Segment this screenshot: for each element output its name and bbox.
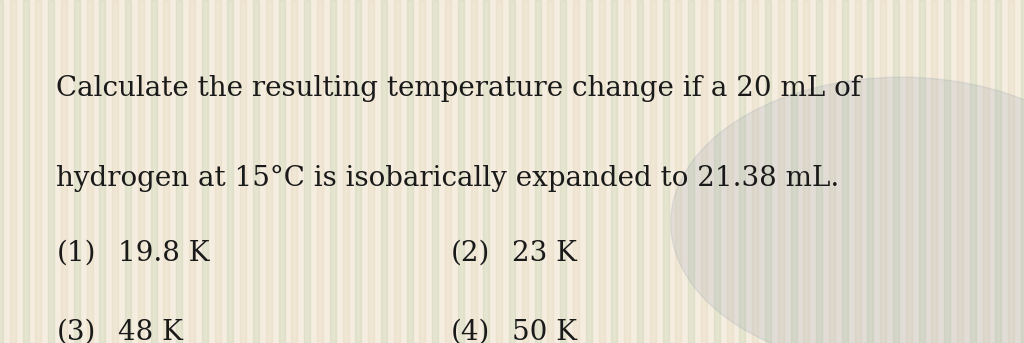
Bar [253,0,259,343]
Bar [854,0,860,343]
Text: 48 K: 48 K [118,319,182,343]
Bar [35,0,41,343]
Bar [803,0,809,343]
Bar [893,0,899,343]
Bar [176,0,182,343]
Text: hydrogen at 15°C is isobarically expanded to 21.38 mL.: hydrogen at 15°C is isobarically expande… [56,165,840,192]
Text: 50 K: 50 K [512,319,577,343]
Bar [970,0,976,343]
Text: 19.8 K: 19.8 K [118,240,209,267]
Bar [137,0,143,343]
Bar [23,0,29,343]
Text: (3): (3) [56,319,95,343]
Bar [727,0,733,343]
Bar [560,0,566,343]
Bar [330,0,336,343]
Bar [342,0,348,343]
Bar [393,0,399,343]
Bar [420,0,426,343]
Bar [625,0,631,343]
Bar [700,0,707,343]
Bar [227,0,233,343]
Bar [1008,0,1014,343]
Bar [188,0,195,343]
Bar [688,0,694,343]
Bar [1021,0,1024,343]
Bar [61,0,68,343]
Bar [995,0,1001,343]
Bar [48,0,54,343]
Bar [778,0,784,343]
Text: Calculate the resulting temperature change if a 20 mL of: Calculate the resulting temperature chan… [56,75,861,103]
Bar [113,0,119,343]
Bar [956,0,963,343]
Bar [944,0,950,343]
Bar [215,0,221,343]
Bar [573,0,580,343]
Bar [535,0,541,343]
Text: (1): (1) [56,240,96,267]
Bar [125,0,131,343]
Bar [521,0,528,343]
Bar [458,0,464,343]
Bar [919,0,925,343]
Text: (4): (4) [451,319,489,343]
Bar [471,0,477,343]
Bar [714,0,720,343]
Text: (2): (2) [451,240,489,267]
Bar [496,0,502,343]
Ellipse shape [671,77,1024,343]
Bar [483,0,489,343]
Bar [381,0,387,343]
Bar [279,0,285,343]
Bar [10,0,16,343]
Bar [663,0,669,343]
Bar [791,0,797,343]
Bar [266,0,272,343]
Bar [649,0,655,343]
Bar [317,0,324,343]
Bar [547,0,553,343]
Bar [842,0,848,343]
Bar [355,0,361,343]
Bar [676,0,682,343]
Bar [598,0,604,343]
Bar [829,0,836,343]
Bar [765,0,771,343]
Bar [752,0,758,343]
Bar [586,0,592,343]
Bar [739,0,745,343]
Bar [240,0,246,343]
Bar [867,0,873,343]
Bar [509,0,515,343]
Bar [611,0,617,343]
Bar [74,0,80,343]
Bar [983,0,989,343]
Bar [637,0,643,343]
Bar [304,0,310,343]
Bar [0,0,3,343]
Bar [932,0,938,343]
Bar [905,0,911,343]
Bar [86,0,92,343]
Bar [164,0,170,343]
Bar [432,0,438,343]
Bar [881,0,887,343]
Bar [407,0,413,343]
Bar [369,0,375,343]
Bar [816,0,822,343]
Bar [99,0,105,343]
Bar [151,0,157,343]
Bar [202,0,208,343]
Bar [291,0,297,343]
Text: 23 K: 23 K [512,240,577,267]
Bar [444,0,451,343]
